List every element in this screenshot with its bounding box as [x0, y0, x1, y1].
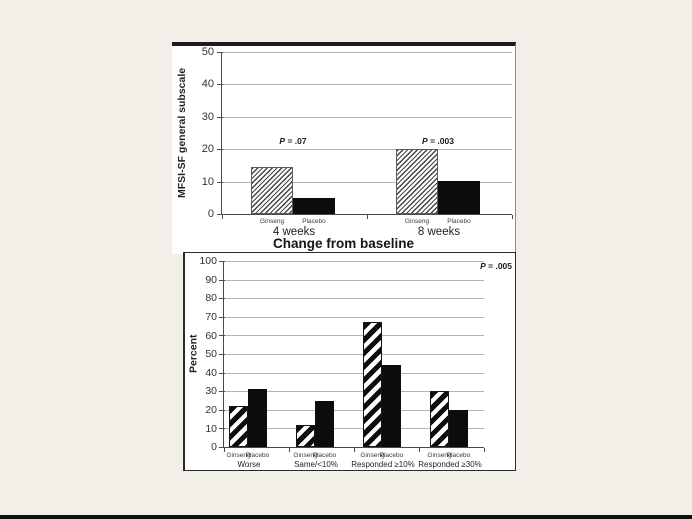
x-axis-divider-tick-0	[222, 215, 223, 219]
bar-label-placebo-1: Placebo	[312, 452, 337, 459]
y-tick-20	[219, 409, 225, 411]
y-tick-30	[219, 391, 225, 393]
y-tick-label-50: 50	[205, 348, 217, 361]
x-axis-divider-tick-3	[419, 448, 420, 452]
category-label-0: Worse	[237, 460, 261, 469]
x-axis-divider-tick-1	[367, 215, 368, 219]
gridline-80	[224, 298, 484, 300]
gridline-20	[224, 409, 484, 411]
gridline-60	[224, 335, 484, 337]
y-tick-30	[217, 116, 223, 118]
bar-label-placebo-3: Placebo	[446, 452, 471, 459]
y-tick-50	[217, 52, 223, 53]
bar-ginseng-0	[229, 406, 248, 447]
bar-label-placebo-2: Placebo	[379, 452, 404, 459]
bar-ginseng-1	[296, 424, 315, 447]
bar-placebo-0	[293, 197, 335, 214]
bar-ginseng-0	[251, 167, 293, 214]
gridline-50	[222, 52, 512, 53]
y-tick-label-50: 50	[201, 45, 214, 58]
x-axis-divider-tick-2	[512, 215, 513, 219]
category-label-2: Responded ≥10%	[351, 460, 415, 469]
category-label-1: Same/<10%	[294, 460, 338, 469]
y-tick-label-80: 80	[205, 292, 217, 305]
p-value-annotation-0: P = .07	[279, 136, 307, 146]
bar-label-ginseng-2: Ginseng	[360, 452, 385, 459]
top-chart-x-axis-title: Change from baseline	[272, 236, 415, 251]
bar-placebo-3	[449, 409, 468, 447]
bar-label-ginseng-0: Ginseng	[226, 452, 251, 459]
bar-label-ginseng-0: Ginseng	[259, 218, 285, 225]
x-axis-line	[223, 447, 484, 448]
bar-ginseng-1	[396, 149, 438, 214]
y-tick-label-60: 60	[205, 329, 217, 342]
y-axis-line	[221, 52, 222, 214]
p-value-annotation-1: P = .003	[422, 136, 454, 146]
bar-ginseng-2	[363, 322, 382, 447]
gridline-10	[224, 428, 484, 430]
category-label-1: 8 weeks	[417, 226, 461, 238]
bar-label-placebo-0: Placebo	[245, 452, 270, 459]
y-tick-label-20: 20	[201, 143, 214, 156]
gridline-70	[224, 316, 484, 318]
y-tick-label-100: 100	[199, 255, 217, 268]
bar-placebo-2	[382, 365, 401, 447]
y-tick-label-70: 70	[205, 311, 217, 324]
y-tick-0	[219, 447, 225, 448]
y-tick-label-30: 30	[201, 110, 214, 123]
gridline-40	[222, 84, 512, 86]
bottom-chart-panel: Percent 0 10 20 30 40 50 60 70 80 90 100 Ginseng Pla…	[183, 252, 516, 471]
y-tick-label-40: 40	[205, 366, 217, 379]
x-axis-divider-tick-1	[289, 448, 290, 452]
y-tick-100	[219, 261, 225, 262]
y-tick-40	[217, 84, 223, 86]
top-chart-panel: MFSI-SF general subscale 0 10 20 30 40 50 Gins…	[172, 42, 516, 254]
bar-placebo-1	[438, 180, 480, 214]
gridline-90	[224, 279, 484, 281]
y-tick-10	[219, 428, 225, 430]
bar-placebo-1	[315, 400, 334, 447]
y-tick-label-40: 40	[201, 78, 214, 91]
x-axis-divider-tick-4	[484, 448, 485, 452]
x-axis-divider-tick-0	[224, 448, 225, 452]
bar-label-ginseng-1: Ginseng	[404, 218, 430, 225]
category-label-0: 4 weeks	[272, 226, 316, 238]
bar-label-placebo-1: Placebo	[447, 218, 471, 225]
y-tick-label-90: 90	[205, 273, 217, 286]
bar-placebo-0	[248, 389, 267, 447]
y-tick-70	[219, 316, 225, 318]
page-bottom-black-strip	[0, 515, 692, 519]
gridline-30	[224, 391, 484, 393]
y-tick-40	[219, 372, 225, 374]
bottom-chart-p-value-annotation: P = .005	[480, 261, 512, 271]
gridline-20	[222, 149, 512, 151]
gridline-50	[224, 354, 484, 355]
y-tick-label-0: 0	[211, 441, 217, 454]
bar-label-ginseng-3: Ginseng	[427, 452, 452, 459]
y-tick-10	[217, 181, 223, 183]
bar-label-placebo-0: Placebo	[302, 218, 326, 225]
y-tick-90	[219, 279, 225, 281]
y-tick-80	[219, 298, 225, 300]
bar-ginseng-3	[430, 391, 449, 447]
y-tick-20	[217, 149, 223, 151]
category-label-3: Responded ≥30%	[418, 460, 482, 469]
gridline-30	[222, 116, 512, 118]
y-tick-0	[217, 214, 223, 215]
gridline-40	[224, 372, 484, 374]
y-tick-50	[219, 354, 225, 355]
x-axis-line	[221, 214, 512, 215]
x-axis-divider-tick-2	[354, 448, 355, 452]
top-chart-y-axis-label: MFSI-SF general subscale	[176, 67, 188, 199]
y-tick-label-20: 20	[205, 404, 217, 417]
y-tick-label-30: 30	[205, 385, 217, 398]
gridline-100	[224, 261, 484, 262]
y-tick-label-10: 10	[201, 175, 214, 188]
bar-label-ginseng-1: Ginseng	[293, 452, 318, 459]
y-tick-label-0: 0	[207, 207, 214, 220]
gridline-10	[222, 181, 512, 183]
y-tick-label-10: 10	[205, 422, 217, 435]
y-tick-60	[219, 335, 225, 337]
y-axis-line	[223, 261, 224, 447]
